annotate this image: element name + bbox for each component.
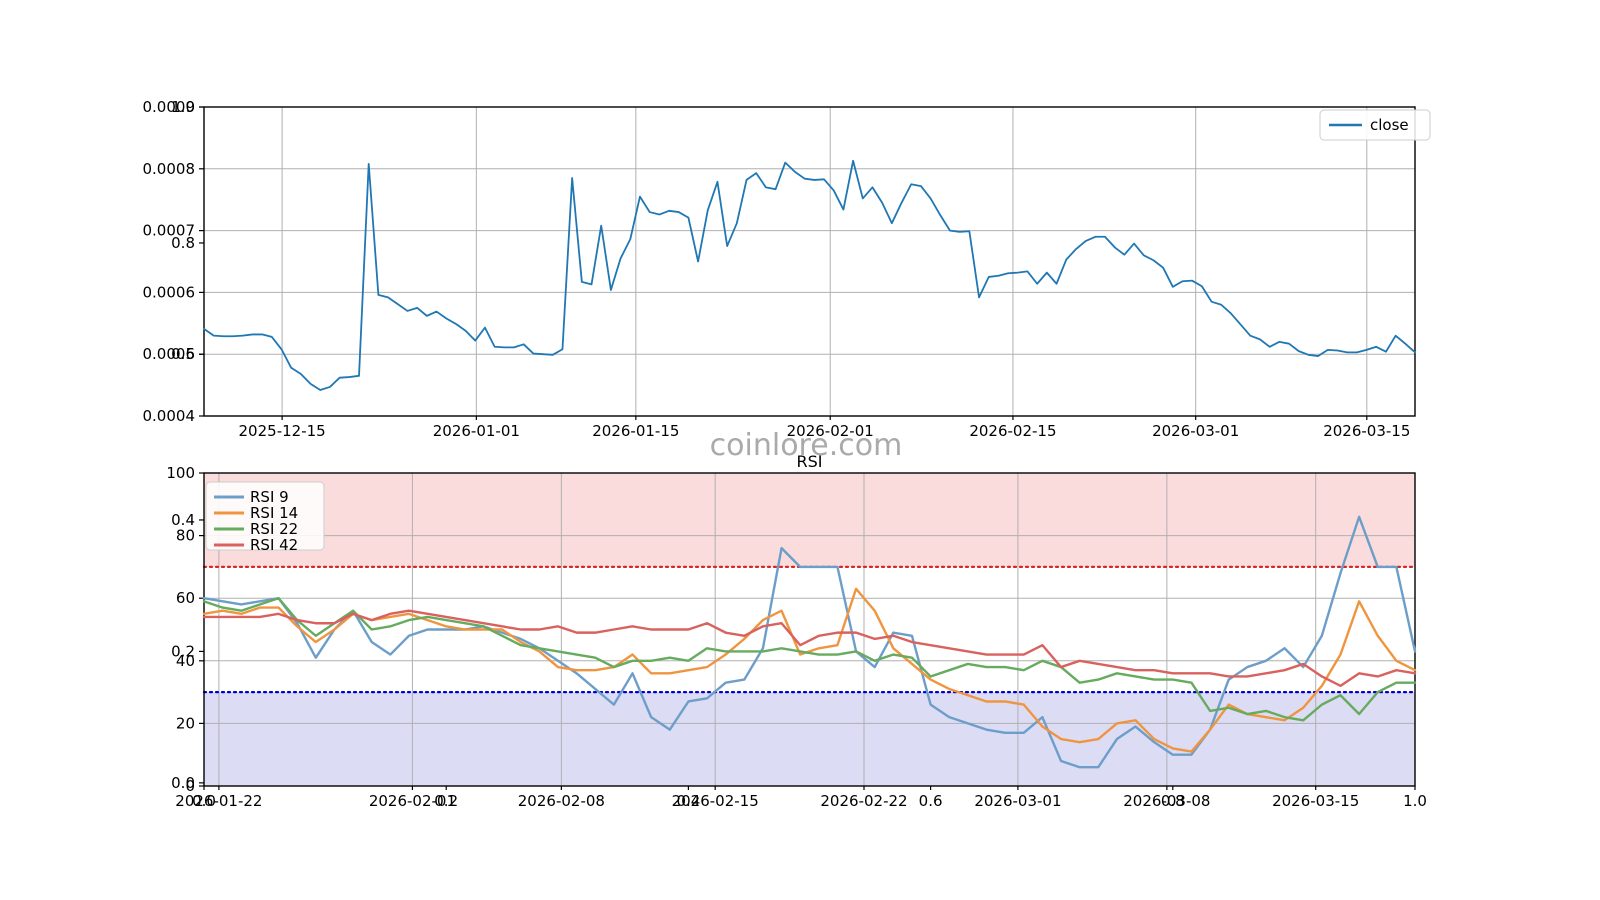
rsi-x-overlay-tick-label: 1.0 — [1403, 792, 1427, 810]
rsi-x-overlay-tick-label: 0.0 — [192, 792, 216, 810]
rsi-y-overlay-tick-label: 0.4 — [171, 511, 195, 529]
rsi-legend-box — [205, 481, 325, 551]
rsi-title: RSI — [797, 452, 823, 471]
price-y-tick-label: 0.0006 — [143, 283, 196, 301]
rsi-x-tick-label: 2026-02-01 — [369, 792, 456, 810]
price-y-tick-label: 0.0009 — [143, 98, 196, 116]
rsi-y-tick-label: 80 — [176, 527, 195, 545]
rsi-x-tick-label: 2026-03-01 — [974, 792, 1061, 810]
price-x-tick-label: 2026-03-15 — [1323, 422, 1410, 440]
price-x-tick-label: 2026-03-01 — [1152, 422, 1239, 440]
rsi-legend-label-rsi-9: RSI 9 — [250, 488, 289, 506]
price-line-close — [203, 159, 1416, 391]
rsi-legend-label-rsi-14: RSI 14 — [250, 504, 298, 522]
rsi-line-rsi-14 — [202, 587, 1417, 753]
price-axes-frame — [203, 106, 1416, 417]
price-legend-label-close: close — [1370, 116, 1409, 134]
rsi-y-overlay-tick-label: 0.0 — [171, 774, 195, 792]
rsi-y-tick-label: 20 — [176, 714, 195, 732]
rsi-x-tick-label: 2026-03-15 — [1272, 792, 1359, 810]
rsi-band-overbought — [204, 473, 1415, 567]
rsi-x-tick-label: 2026-03-08 — [1123, 792, 1210, 810]
rsi-band-oversold — [204, 692, 1415, 786]
rsi-y-tick-label: 0 — [185, 777, 195, 795]
price-x-tick-label: 2026-01-01 — [433, 422, 520, 440]
rsi-x-tick-label: 2026-02-22 — [820, 792, 907, 810]
rsi-x-tick-label: 2026-02-15 — [672, 792, 759, 810]
rsi-x-overlay-tick-label: 0.8 — [1161, 792, 1185, 810]
price-x-tick-label: 2026-02-15 — [969, 422, 1056, 440]
rsi-chart-panel: 0 20 40 60 80 100 0.0 0.2 0.4 2026-01-22 2026-02-0… — [166, 452, 1427, 810]
price-y-overlay-tick-label: 0.6 — [171, 345, 195, 363]
rsi-y-tick-label: 100 — [166, 464, 195, 482]
rsi-legend-label-rsi-22: RSI 22 — [250, 520, 298, 538]
price-y-overlay-tick-label: 0.8 — [171, 234, 195, 252]
rsi-y-tick-label: 60 — [176, 589, 195, 607]
price-y-tick-label: 0.0008 — [143, 160, 196, 178]
rsi-legend-label-rsi-42: RSI 42 — [250, 536, 298, 554]
rsi-x-tick-label: 2026-01-22 — [175, 792, 262, 810]
rsi-x-overlay-tick-label: 0.6 — [919, 792, 943, 810]
price-y-tick-label: 0.0005 — [143, 345, 196, 363]
price-chart-panel: 0.0004 0.0005 0.0006 0.0007 0.0008 0.0009 0.6 0… — [143, 98, 1431, 440]
price-x-tick-label: 2026-01-15 — [592, 422, 679, 440]
rsi-line-rsi-42 — [202, 609, 1417, 688]
price-y-tick-label: 0.0007 — [143, 222, 196, 240]
price-y-overlay-tick-label: 1.0 — [171, 98, 195, 116]
price-x-tick-label: 2026-02-01 — [787, 422, 874, 440]
rsi-y-tick-label: 40 — [176, 652, 195, 670]
rsi-x-overlay-tick-label: 0.2 — [434, 792, 458, 810]
rsi-line-rsi-22 — [202, 597, 1417, 722]
price-y-tick-label: 0.0004 — [143, 407, 196, 425]
rsi-x-overlay-tick-label: 0.4 — [676, 792, 700, 810]
rsi-x-tick-label: 2026-02-08 — [518, 792, 605, 810]
rsi-y-overlay-tick-label: 0.2 — [171, 642, 195, 660]
rsi-axes-frame — [203, 472, 1416, 787]
rsi-line-rsi-9 — [202, 515, 1417, 769]
price-x-tick-label: 2025-12-15 — [239, 422, 326, 440]
price-legend-box — [1319, 109, 1431, 141]
watermark-text: coinlore.com — [710, 428, 903, 463]
